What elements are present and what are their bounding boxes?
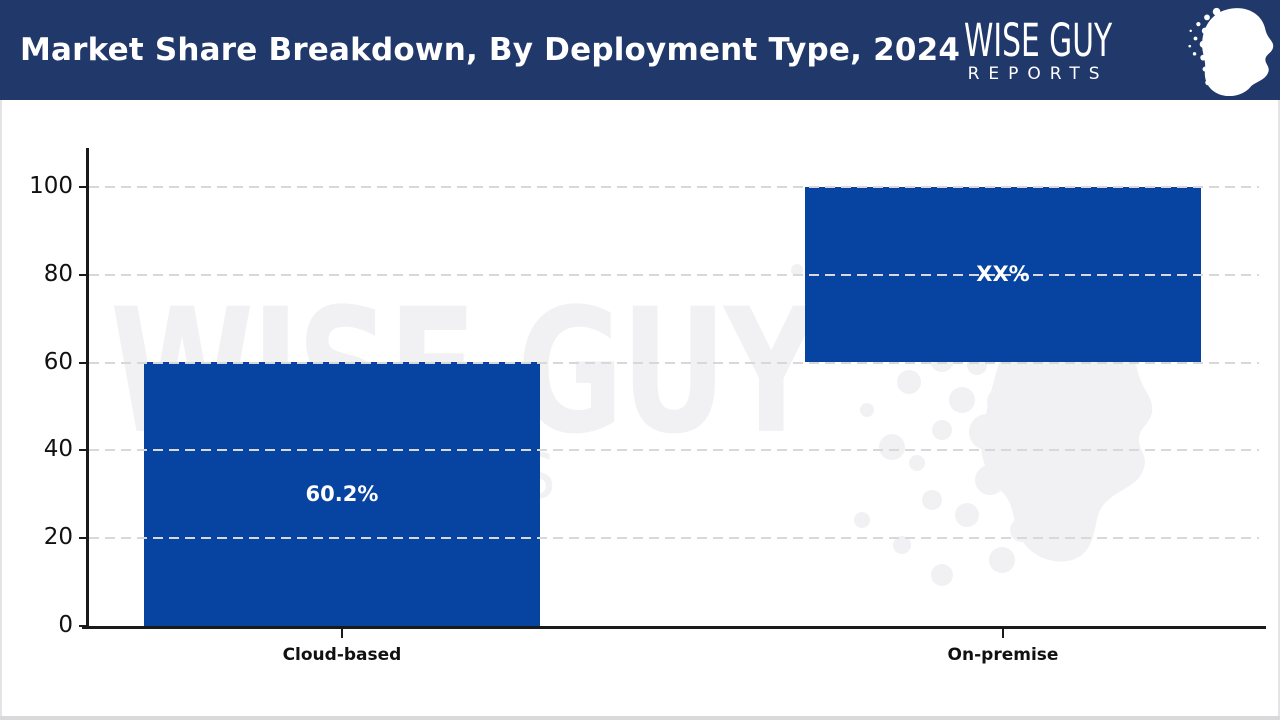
x-tick-cloud-based — [340, 629, 343, 638]
y-tick-0 — [79, 625, 89, 627]
header: Market Share Breakdown, By Deployment Ty… — [0, 0, 1280, 100]
logo-face-icon — [1188, 7, 1274, 96]
bar-cloud-based — [143, 361, 540, 626]
y-tick-label: 20 — [43, 524, 73, 551]
y-tick-label: 60 — [43, 348, 73, 375]
y-tick-label: 80 — [43, 260, 73, 287]
bar-value-label: XX% — [976, 262, 1030, 287]
x-tick-on-premise — [1002, 629, 1004, 638]
y-tick-label: 40 — [43, 436, 73, 463]
bar-value-label: 60.2% — [305, 481, 379, 506]
y-tick-100 — [79, 186, 89, 188]
y-tick-label: 0 — [58, 612, 73, 638]
wise-guy-logo: WISE GUY REPORTS — [964, 0, 1280, 100]
page-title: Market Share Breakdown, By Deployment Ty… — [20, 32, 961, 68]
x-axis-line — [82, 626, 1266, 629]
gridline-60 — [89, 361, 1259, 364]
y-axis-line — [86, 148, 89, 629]
gridline-100 — [89, 186, 1259, 188]
gridline-80 — [89, 273, 1259, 276]
logo-wordmark: WISE GUY — [963, 13, 1112, 67]
chart-area: WISE GUY R T S 60.2%XX%020406080100Cloud… — [0, 100, 1280, 716]
y-tick-40 — [79, 449, 89, 452]
bottom-border — [0, 716, 1280, 720]
y-tick-60 — [79, 361, 89, 364]
x-category-label: Cloud-based — [282, 645, 402, 665]
gridline-40 — [89, 449, 1259, 452]
plot-area: 60.2% XX% 0 20 40 60 80 100 Cloud-based On-premis… — [29, 148, 1266, 665]
x-category-label: On-premise — [947, 645, 1059, 665]
y-tick-80 — [79, 273, 89, 276]
logo-text: WISE GUY REPORTS — [964, 18, 1188, 83]
logo-subtitle: REPORTS — [967, 63, 1109, 84]
gridline-20 — [89, 537, 1259, 540]
y-tick-20 — [79, 537, 89, 540]
y-tick-label: 100 — [29, 173, 73, 199]
